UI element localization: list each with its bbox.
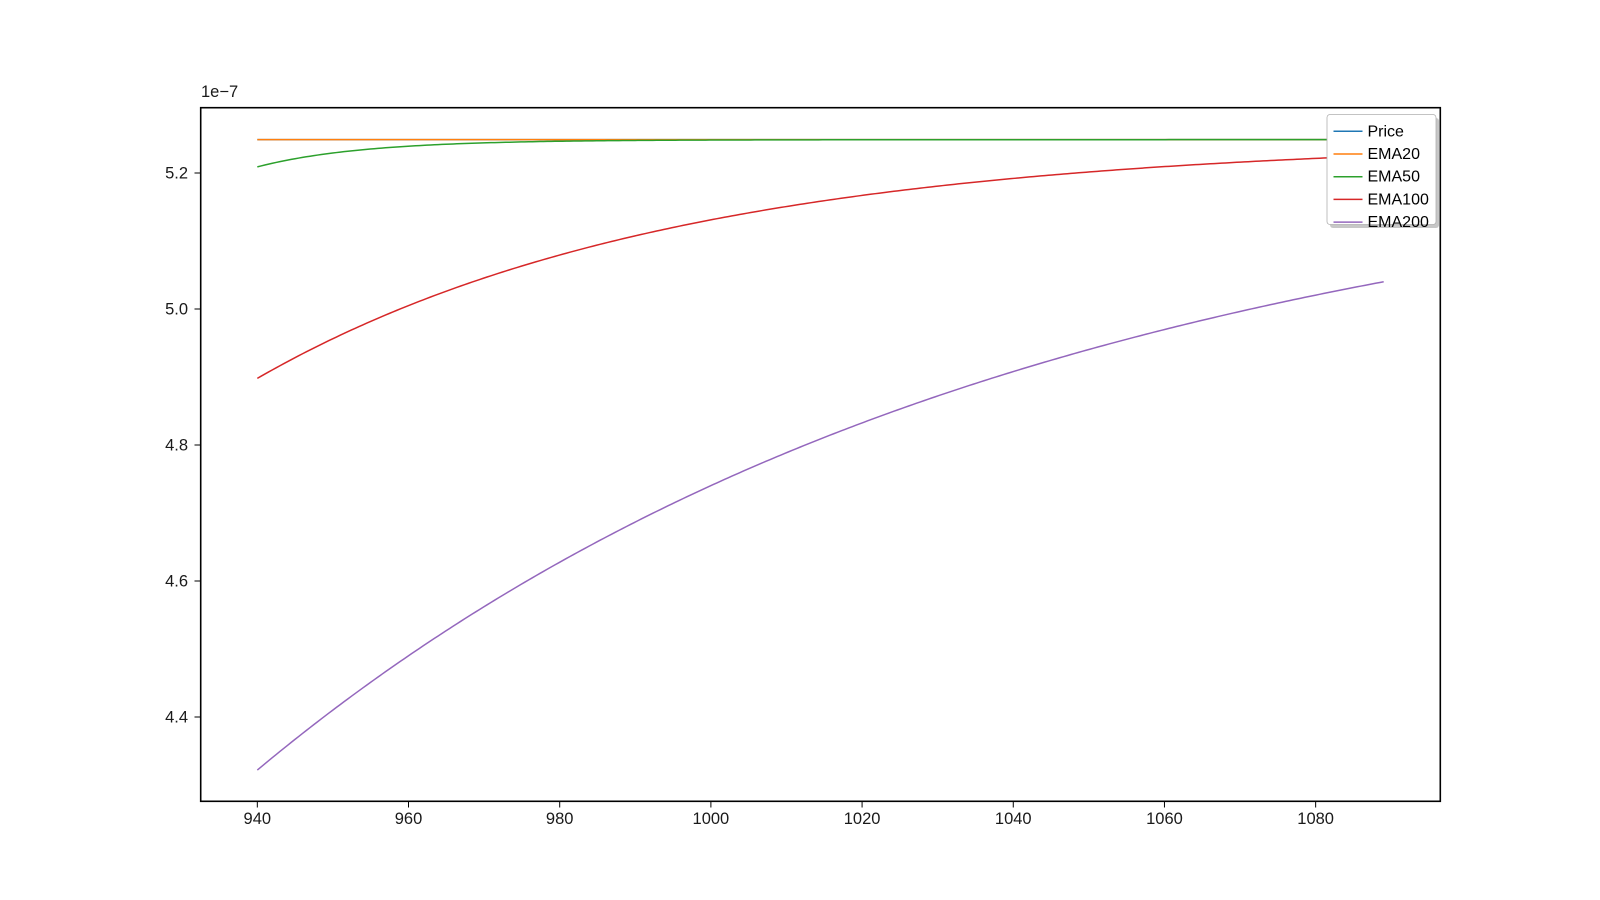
svg-text:1e−7: 1e−7 bbox=[201, 83, 238, 101]
svg-text:EMA50: EMA50 bbox=[1368, 169, 1421, 186]
svg-text:4.8: 4.8 bbox=[165, 437, 188, 455]
svg-text:940: 940 bbox=[244, 810, 272, 828]
svg-text:960: 960 bbox=[395, 810, 423, 828]
svg-text:5.0: 5.0 bbox=[165, 301, 188, 319]
svg-text:5.2: 5.2 bbox=[165, 165, 188, 183]
svg-text:Price: Price bbox=[1368, 123, 1405, 140]
svg-text:4.4: 4.4 bbox=[165, 709, 188, 727]
svg-text:EMA20: EMA20 bbox=[1368, 146, 1421, 163]
svg-text:EMA200: EMA200 bbox=[1368, 214, 1429, 231]
svg-text:1040: 1040 bbox=[995, 810, 1032, 828]
svg-text:980: 980 bbox=[546, 810, 574, 828]
svg-text:EMA100: EMA100 bbox=[1368, 191, 1429, 208]
svg-text:1080: 1080 bbox=[1297, 810, 1334, 828]
svg-text:1020: 1020 bbox=[844, 810, 881, 828]
svg-text:1060: 1060 bbox=[1146, 810, 1183, 828]
svg-text:1000: 1000 bbox=[693, 810, 730, 828]
svg-text:4.6: 4.6 bbox=[165, 573, 188, 591]
